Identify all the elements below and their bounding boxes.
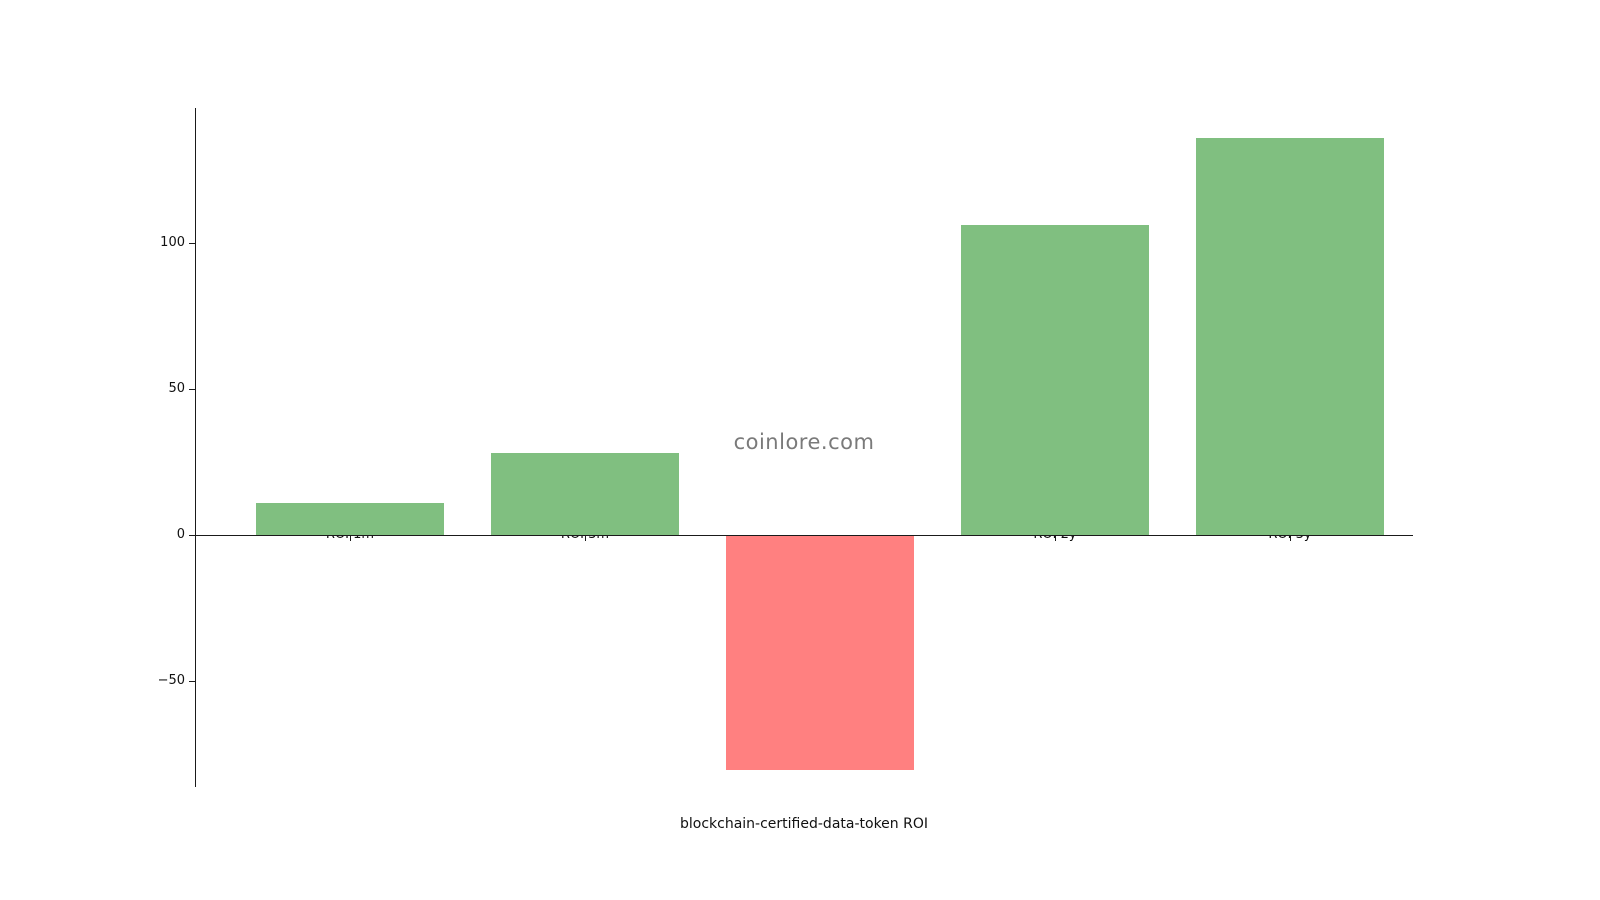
y-tick-mark	[189, 534, 195, 536]
x-tick-mark	[1289, 535, 1291, 541]
bar-roi-1m	[256, 502, 444, 535]
bar-roi-3y	[1196, 137, 1384, 535]
bar-roi-2y	[961, 225, 1149, 535]
y-tick-mark	[189, 680, 195, 682]
y-tick-mark	[189, 242, 195, 244]
watermark: coinlore.com	[733, 430, 875, 454]
x-axis-zero-line	[195, 535, 1413, 536]
x-tick-mark	[1054, 535, 1056, 541]
chart-title: blockchain-certified-data-token ROI	[680, 816, 928, 832]
bar-unlabeled-3	[726, 536, 914, 770]
y-tick-label: 100	[160, 235, 185, 250]
x-tick-mark	[349, 535, 351, 541]
y-axis	[195, 108, 196, 787]
y-tick-mark	[189, 388, 195, 390]
x-tick-mark	[584, 535, 586, 541]
y-tick-label: 50	[168, 381, 185, 396]
y-tick-label: −50	[157, 673, 185, 688]
bar-roi-3m	[491, 453, 679, 535]
y-tick-label: 0	[176, 527, 185, 542]
